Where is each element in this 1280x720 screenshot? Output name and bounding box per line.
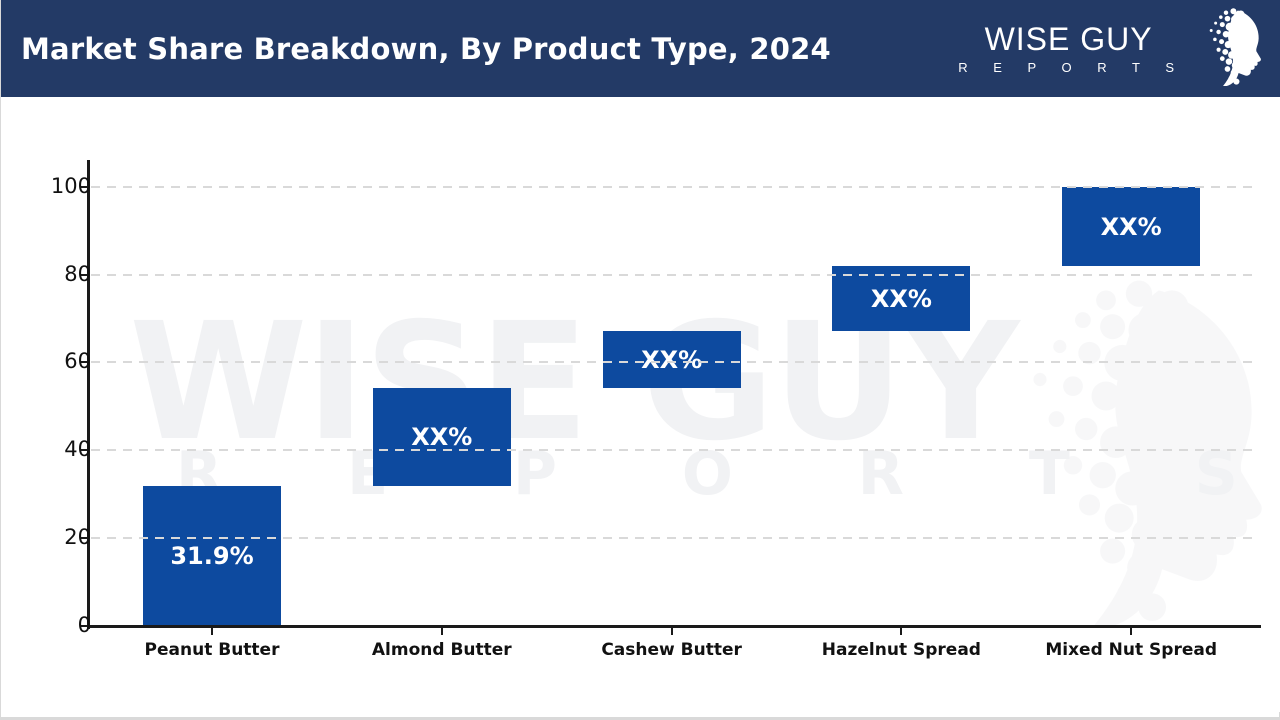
y-tick-label-0: 0 xyxy=(77,613,91,637)
y-tick-label-20: 20 xyxy=(64,525,91,550)
bar-value-label: 31.9% xyxy=(170,541,254,570)
category-label-1: Almond Butter xyxy=(371,640,512,660)
bar-peanut-butter: 31.9% xyxy=(143,485,281,626)
bar-value-label: XX% xyxy=(1100,212,1162,241)
y-tick-label-60: 60 xyxy=(64,349,91,374)
brand-logo-text: WISE GUY R E P O R T S xyxy=(952,23,1185,75)
page-title: Market Share Breakdown, By Product Type,… xyxy=(21,31,831,66)
y-tick-0 xyxy=(80,625,88,627)
bar-value-label: XX% xyxy=(641,345,703,374)
x-axis-line xyxy=(87,625,1261,628)
bar-hazelnut-spread: XX% xyxy=(832,266,971,331)
gridline-60 xyxy=(91,361,1259,364)
x-tick-0 xyxy=(211,628,213,635)
bottom-divider xyxy=(1,717,1280,718)
brand-logo: WISE GUY R E P O R T S xyxy=(952,7,1263,90)
gridline-100 xyxy=(91,185,1259,188)
x-tick-4 xyxy=(1130,628,1133,635)
category-label-4: Mixed Nut Spread xyxy=(1045,640,1218,660)
gridline-40 xyxy=(91,449,1259,452)
bar-value-label: XX% xyxy=(411,423,473,452)
y-tick-80 xyxy=(80,273,88,276)
category-label-3: Hazelnut Spread xyxy=(821,640,981,660)
chart-area: WISE GUY R E P O R T S 0 20 40 60 80 100 31.9%… xyxy=(1,97,1280,712)
category-label-2: Cashew Butter xyxy=(601,640,742,660)
bar-cashew-butter: XX% xyxy=(602,330,741,389)
x-tick-1 xyxy=(440,628,443,635)
bar-mixed-nut-spread: XX% xyxy=(1062,186,1201,267)
header-bar: Market Share Breakdown, By Product Type,… xyxy=(1,0,1280,97)
y-tick-60 xyxy=(80,361,88,364)
y-axis-line xyxy=(87,160,90,629)
category-label-0: Peanut Butter xyxy=(144,640,280,660)
y-tick-label-40: 40 xyxy=(64,437,91,462)
x-tick-3 xyxy=(900,628,903,635)
y-tick-40 xyxy=(80,449,88,452)
y-tick-20 xyxy=(80,537,88,540)
brand-subname: R E P O R T S xyxy=(958,59,1185,75)
y-tick-label-100: 100 xyxy=(50,173,91,198)
bar-almond-butter: XX% xyxy=(372,388,511,486)
dotted-head-icon xyxy=(1209,7,1261,86)
gridline-80 xyxy=(91,273,1259,276)
y-tick-100 xyxy=(80,185,88,188)
x-tick-2 xyxy=(670,628,673,635)
y-tick-label-80: 80 xyxy=(64,261,91,286)
bar-value-label: XX% xyxy=(870,284,932,313)
brand-name: WISE GUY xyxy=(984,20,1153,57)
gridline-20 xyxy=(91,537,1259,540)
